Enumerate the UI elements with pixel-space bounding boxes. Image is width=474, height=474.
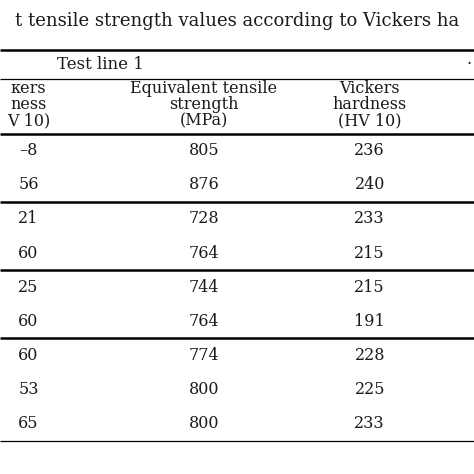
Text: 805: 805	[189, 142, 219, 159]
Text: hardness: hardness	[333, 96, 407, 113]
Text: 25: 25	[18, 279, 38, 296]
Text: (HV 10): (HV 10)	[338, 113, 401, 130]
Text: 215: 215	[355, 245, 385, 262]
Text: 60: 60	[18, 347, 38, 364]
Text: 191: 191	[355, 313, 385, 330]
Text: 228: 228	[355, 347, 385, 364]
Text: 56: 56	[18, 176, 39, 193]
Text: 65: 65	[18, 415, 39, 432]
Text: 233: 233	[355, 210, 385, 228]
Text: ness: ness	[10, 96, 46, 113]
Text: 60: 60	[18, 245, 38, 262]
Text: 215: 215	[355, 279, 385, 296]
Text: Equivalent tensile: Equivalent tensile	[130, 80, 277, 97]
Text: 744: 744	[189, 279, 219, 296]
Text: V 10): V 10)	[7, 113, 50, 130]
Text: 764: 764	[189, 313, 219, 330]
Text: 236: 236	[355, 142, 385, 159]
Text: ·: ·	[466, 56, 472, 73]
Text: 774: 774	[189, 347, 219, 364]
Text: (MPa): (MPa)	[180, 113, 228, 130]
Text: strength: strength	[169, 96, 238, 113]
Text: 800: 800	[189, 415, 219, 432]
Text: –8: –8	[19, 142, 37, 159]
Text: 225: 225	[355, 381, 385, 398]
Text: 728: 728	[189, 210, 219, 228]
Text: κers: κers	[10, 80, 46, 97]
Text: Vickers: Vickers	[339, 80, 400, 97]
Text: 21: 21	[18, 210, 38, 228]
Text: 240: 240	[355, 176, 385, 193]
Text: Test line 1: Test line 1	[57, 56, 144, 73]
Text: t tensile strength values according to Vickers ha: t tensile strength values according to V…	[15, 12, 459, 30]
Text: 876: 876	[189, 176, 219, 193]
Text: 764: 764	[189, 245, 219, 262]
Text: 60: 60	[18, 313, 38, 330]
Text: 53: 53	[18, 381, 39, 398]
Text: 800: 800	[189, 381, 219, 398]
Text: 233: 233	[355, 415, 385, 432]
